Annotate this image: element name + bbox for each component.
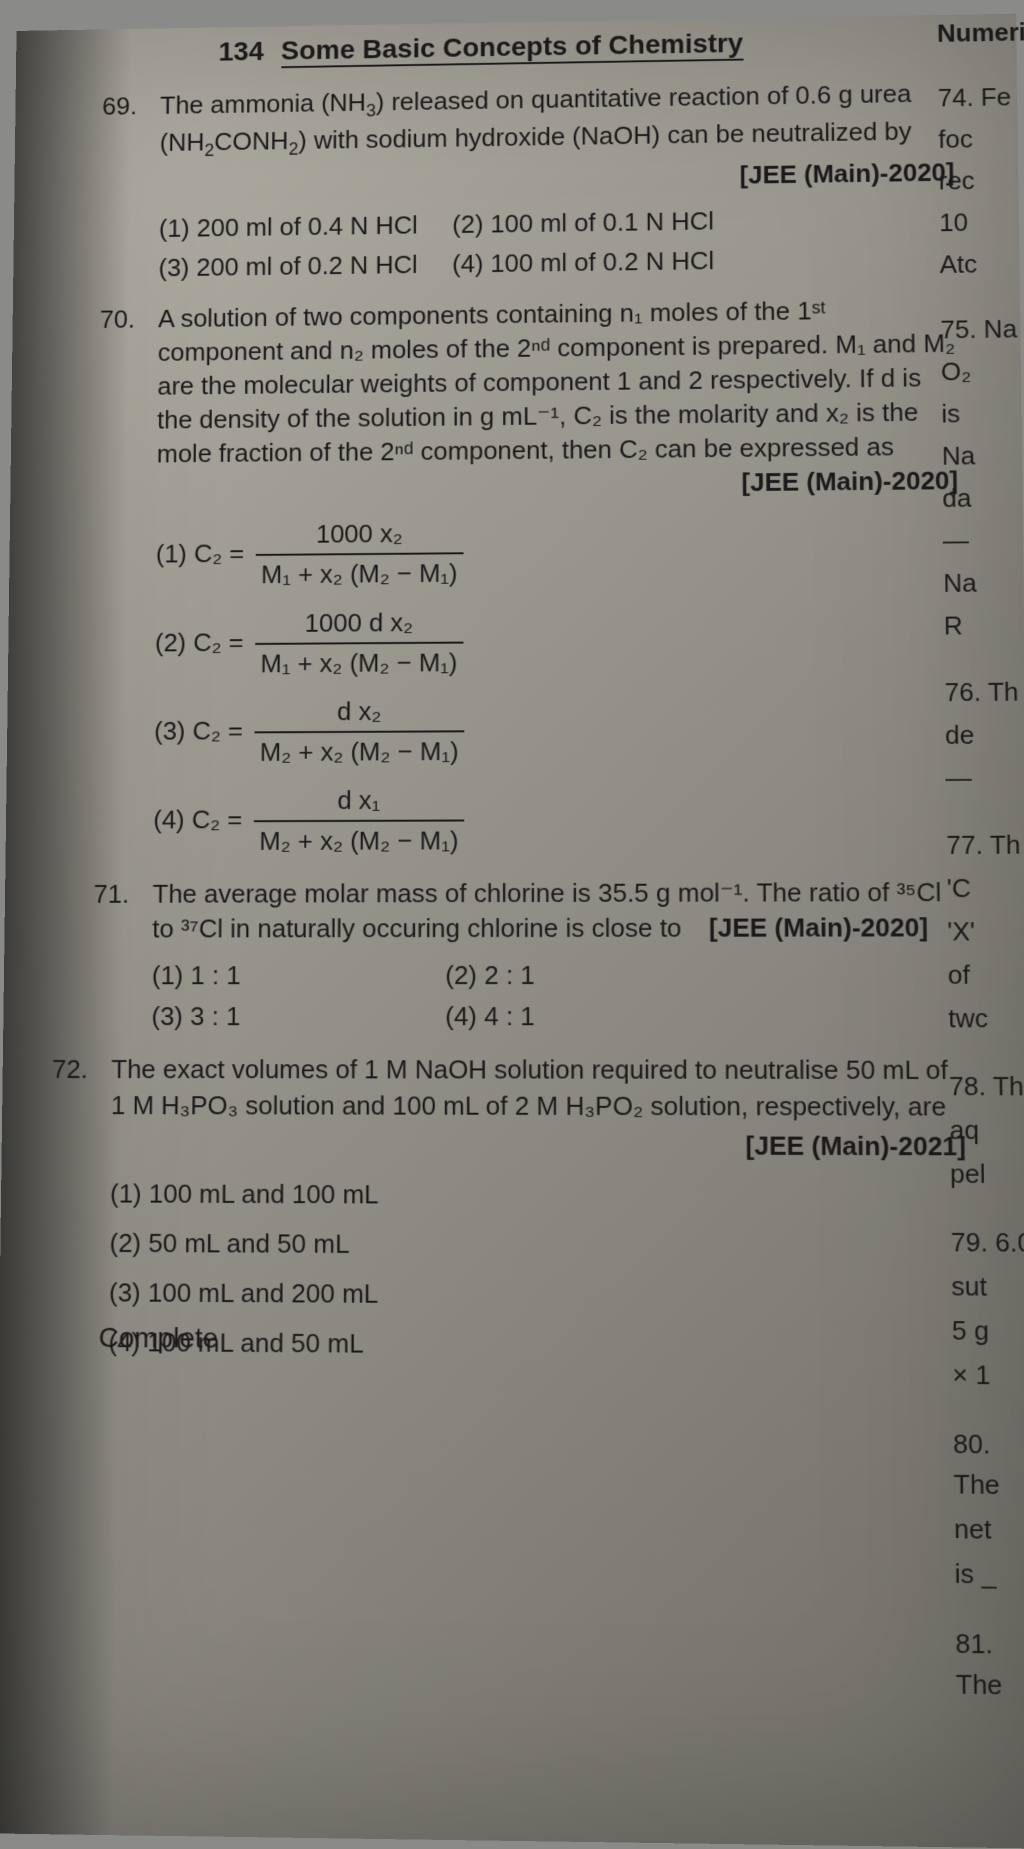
r78: 78. Th [949,1067,1024,1107]
question-70: 70. A solution of two components contain… [94,292,963,859]
q71-tag: [JEE (Main)-2020] [709,912,928,942]
r79d: × 1 [952,1355,1024,1396]
r77c: 'X' [947,912,1024,951]
fraction: 1000 d x₂ M₁ + x₂ (M₂ − M₁) [254,605,463,681]
r74c: rec [938,161,1018,200]
fraction: d x₂ M₂ + x₂ (M₂ − M₁) [254,694,465,770]
q72-opt3: (3) 100 mL and 200 mL [109,1275,968,1315]
question-71: 71. The average molar mass of chlorine i… [92,875,965,1035]
r75h: R [944,606,1024,645]
q72-options: (1) 100 mL and 100 mL (2) 50 mL and 50 m… [108,1176,968,1365]
textbook-page: 134 Some Basic Concepts of Chemistry 69.… [0,14,1024,1849]
r75b: O₂ [941,352,1022,391]
q69-options: (1) 200 ml of 0.4 N HCl (2) 100 ml of 0.… [158,195,955,285]
r81: 81. The [955,1624,1024,1707]
fraction: d x₁ M₂ + x₂ (M₂ − M₁) [253,783,464,859]
q70-opt2: (2) C₂ = 1000 d x₂ M₁ + x₂ (M₂ − M₁) [155,601,961,681]
r74b: foc [938,120,1018,159]
q71-opt2: (2) 2 : 1 [445,958,535,993]
r80b: net [954,1509,1024,1550]
q72-opt1: (1) 100 mL and 100 mL [110,1176,967,1214]
q70-text: A solution of two components containing … [157,296,956,469]
r77e: twc [948,999,1024,1039]
cutoff-text: Complete [98,1322,218,1355]
q69-opt2: (2) 100 ml of 0.1 N HCl [452,204,714,241]
q69-opt1: (1) 200 ml of 0.4 N HCl [159,208,418,245]
right-column: Numeri 74. Fe foc rec 10 Atc 75. Na O₂ i… [937,14,1024,1707]
q69-tag: [JEE (Main)-2020] [159,155,955,200]
q72-opt2: (2) 50 mL and 50 mL [109,1226,967,1265]
r77d: of [948,955,1024,994]
q-body: A solution of two components containing … [153,292,963,859]
q-number: 69. [100,89,160,285]
r74: 74. Fe [938,78,1018,117]
right-heading: Numeri [937,14,1017,53]
r78c: pel [950,1154,1024,1194]
r78b: aq [949,1110,1024,1150]
q70-opt1: (1) C₂ = 1000 x₂ M₁ + x₂ (M₂ − M₁) [155,512,959,593]
r74e: Atc [939,245,1019,284]
q71-opt3: (3) 3 : 1 [151,999,410,1034]
page-content: 134 Some Basic Concepts of Chemistry 69.… [88,24,968,1365]
r75d: Na [942,436,1023,475]
r77b: 'C [947,869,1024,908]
q69-opt4: (4) 100 ml of 0.2 N HCl [452,244,714,281]
r80c: is _ [954,1554,1024,1595]
q71-opt1: (1) 1 : 1 [152,958,410,993]
question-69: 69. The ammonia (NH3) released on quanti… [100,76,956,285]
r74d: 10 [939,203,1019,242]
q-number: 71. [92,877,153,1035]
q71-options: (1) 1 : 1 (2) 2 : 1 (3) 3 : 1 (4) 4 : 1 [151,952,964,1035]
q-body: The exact volumes of 1 M NaOH solution r… [108,1053,968,1366]
r79b: sut [951,1267,1024,1307]
q-number: 70. [94,302,158,859]
q70-tag: [JEE (Main)-2020] [741,464,958,500]
q72-opt4: (4) 100 mL and 50 mL [108,1325,968,1366]
r75e: da [942,479,1023,518]
q70-opt4: (4) C₂ = d x₁ M₂ + x₂ (M₂ − M₁) [153,781,963,860]
q69-opt3: (3) 200 ml of 0.2 N HCl [158,248,417,285]
r75g: Na [943,564,1024,603]
r75f: — [943,521,1024,560]
r75: 75. Na [940,310,1021,349]
r76: 76. Th [944,673,1024,712]
r76b: de [945,716,1024,755]
q-body: The ammonia (NH3) released on quantitati… [158,76,955,284]
chapter-title: Some Basic Concepts of Chemistry [281,28,743,68]
r79: 79. 6.0 [951,1223,1024,1263]
r75c: is [941,394,1022,433]
r77: 77. Th [946,826,1024,865]
q-body: The average molar mass of chlorine is 35… [151,875,964,1035]
page-header: 134 Some Basic Concepts of Chemistry [218,24,953,71]
fraction: 1000 x₂ M₁ + x₂ (M₂ − M₁) [255,516,464,592]
r79c: 5 g [952,1311,1024,1352]
page-number: 134 [218,36,263,67]
r80: 80. The [953,1424,1024,1505]
q72-tag: [JEE (Main)-2021] [110,1127,966,1164]
q-number: 72. [49,1053,112,1361]
q71-opt4: (4) 4 : 1 [445,999,535,1034]
q69-text: The ammonia (NH3) released on quantitati… [160,79,912,157]
q70-opt3: (3) C₂ = d x₂ M₂ + x₂ (M₂ − M₁) [154,691,962,770]
q72-text: The exact volumes of 1 M NaOH solution r… [111,1055,948,1122]
r76c: — [945,759,1024,798]
question-72: 72. The exact volumes of 1 M NaOH soluti… [49,1053,969,1366]
